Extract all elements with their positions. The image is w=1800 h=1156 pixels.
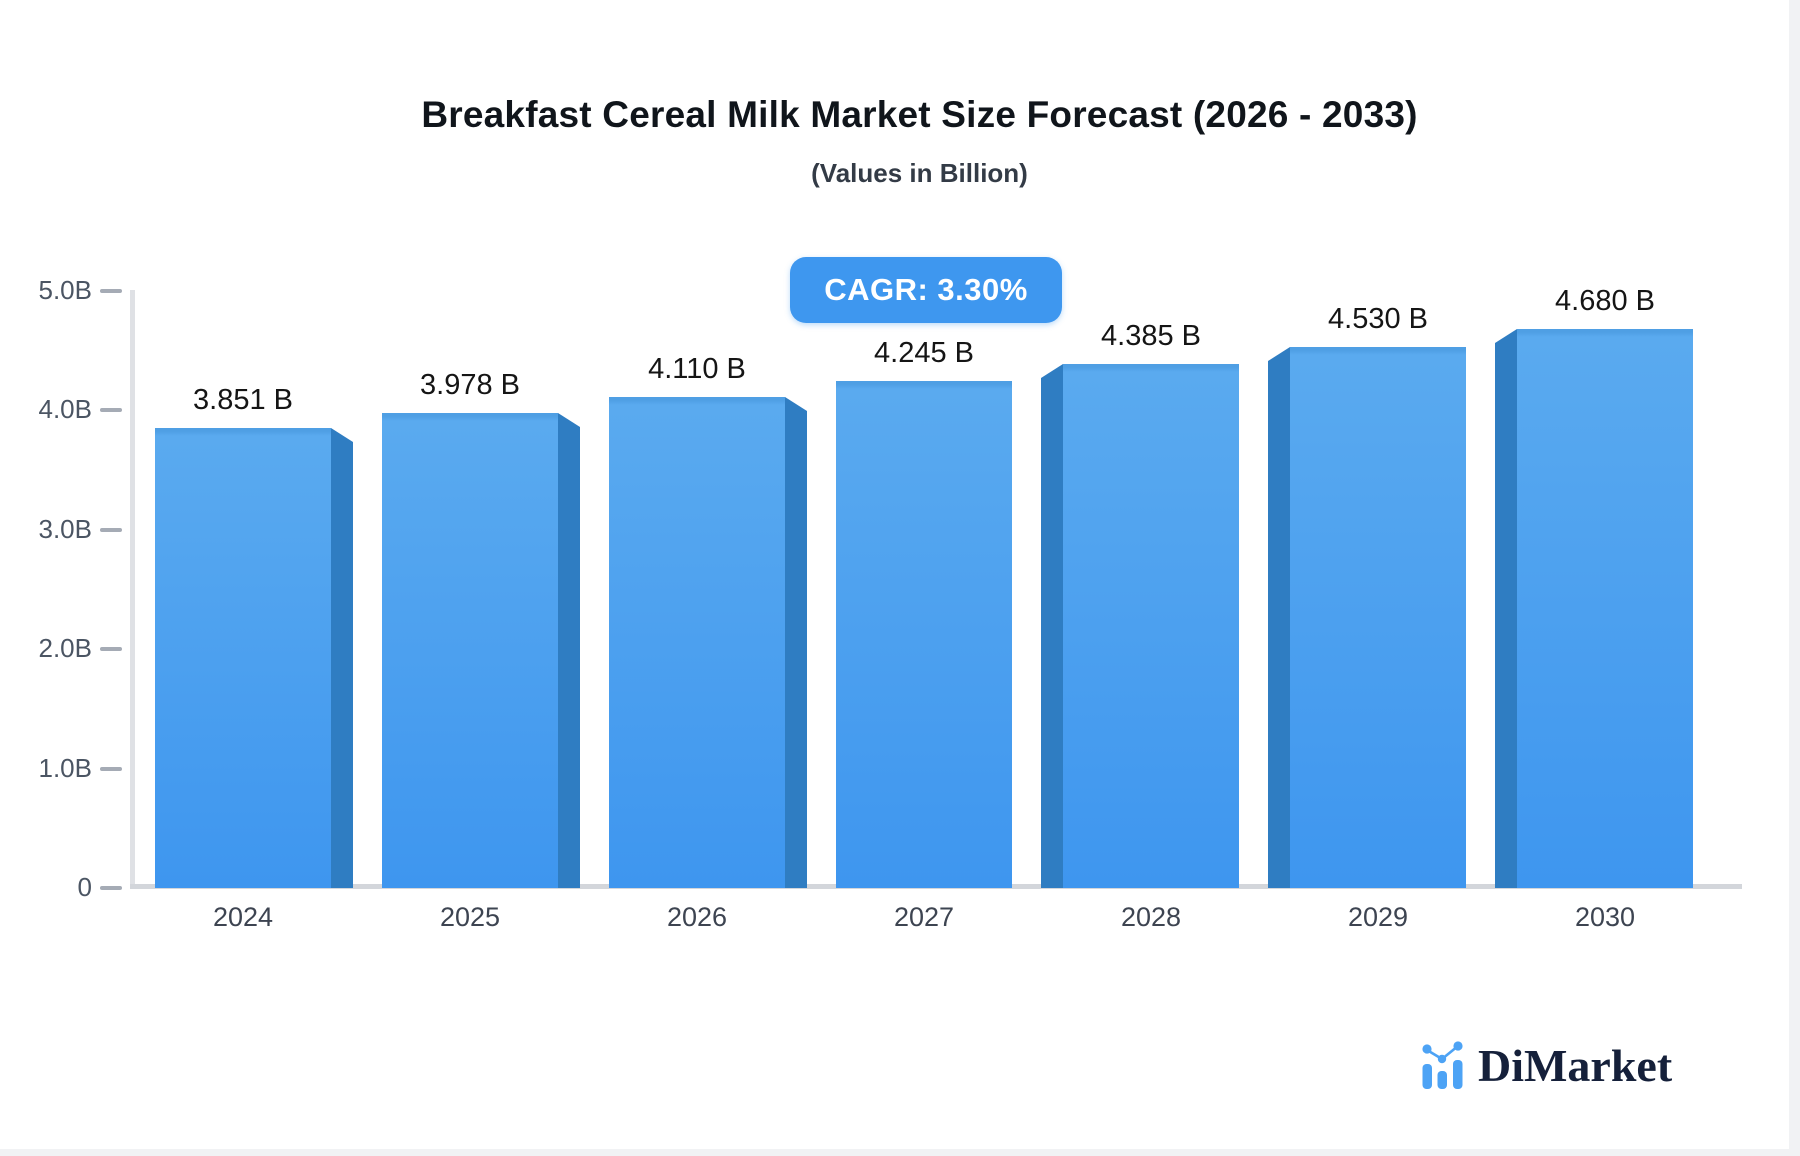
bar-side-3d (558, 413, 580, 888)
chart-title: Breakfast Cereal Milk Market Size Foreca… (421, 94, 1418, 135)
x-tick-label: 2024 (212, 902, 274, 932)
y-tick-label: 1.0B (38, 753, 93, 783)
y-tick-dash (100, 289, 122, 293)
x-tick-label: 2025 (439, 902, 501, 932)
chart-subtitle: (Values in Billion) (811, 158, 1028, 188)
bar-2025 (382, 413, 558, 888)
x-tick-label: 2026 (666, 902, 728, 932)
bar-value-label: 4.385 B (1101, 320, 1201, 352)
y-tick-dash (100, 767, 122, 771)
bar-2024 (155, 428, 331, 888)
bar-value-label: 3.978 B (420, 369, 520, 401)
brand-logo: DiMarket (1421, 1038, 1672, 1090)
brand-name: DiMarket (1478, 1039, 1673, 1091)
y-axis-line (130, 290, 135, 889)
y-tick-label: 3.0B (38, 514, 93, 544)
y-tick-dash (100, 886, 122, 890)
bar-2027 (836, 381, 1012, 888)
cagr-badge: CAGR: 3.30% (790, 257, 1062, 323)
bar-side-3d (331, 428, 353, 888)
bar-2029 (1290, 347, 1466, 888)
x-tick-label: 2027 (893, 902, 955, 932)
x-tick-label: 2030 (1574, 902, 1636, 932)
y-tick-dash (100, 528, 122, 532)
bar-side-3d (1495, 329, 1517, 888)
bar-value-label: 3.851 B (193, 384, 293, 416)
bar-chart-icon (1421, 1038, 1465, 1090)
y-tick-label: 2.0B (38, 633, 93, 663)
y-tick-label: 4.0B (38, 394, 93, 424)
bar-value-label: 4.245 B (874, 337, 974, 369)
y-tick-label: 0 (77, 872, 92, 902)
bar-value-label: 4.530 B (1328, 303, 1428, 335)
bar-side-3d (1268, 347, 1290, 888)
y-tick-dash (100, 408, 122, 412)
y-tick-label: 5.0B (38, 275, 93, 305)
bar-2026 (609, 397, 785, 888)
cagr-badge-label: CAGR: 3.30% (824, 272, 1028, 307)
bar-side-3d (1041, 364, 1063, 888)
bar-value-label: 4.680 B (1555, 285, 1655, 317)
bar-value-label: 4.110 B (648, 353, 746, 385)
y-tick-dash (100, 647, 122, 651)
x-tick-label: 2029 (1347, 902, 1409, 932)
bar-2028 (1063, 364, 1239, 888)
bar-side-3d (785, 397, 807, 888)
x-tick-label: 2028 (1120, 902, 1182, 932)
bar-2030 (1517, 329, 1693, 888)
